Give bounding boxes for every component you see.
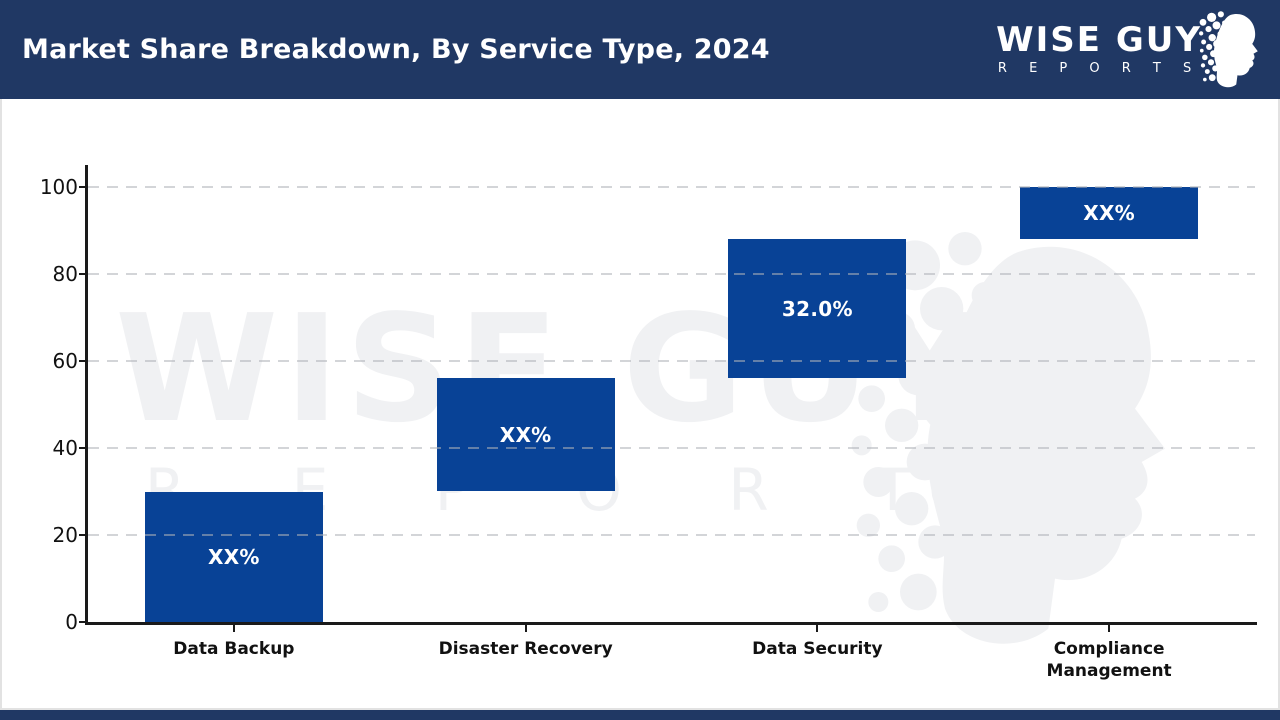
y-axis-tick-mark [79, 621, 86, 623]
y-axis-tick-mark [79, 360, 86, 362]
bar-disaster-recovery: XX% [436, 378, 615, 492]
y-gridline [88, 186, 1255, 188]
bar-compliance-management: XX% [1020, 187, 1199, 240]
header-bar: Market Share Breakdown, By Service Type,… [0, 0, 1280, 99]
y-axis-tick-mark [79, 273, 86, 275]
y-axis-tick-label: 100 [39, 175, 78, 199]
bar-value-label: XX% [499, 422, 552, 447]
x-axis-category-label: Disaster Recovery [438, 639, 613, 659]
bar-data-backup: XX% [144, 491, 323, 622]
card-border-right [1278, 99, 1280, 710]
bar-value-label: XX% [207, 544, 260, 569]
y-axis-tick-label: 0 [65, 610, 78, 634]
y-axis-tick-label: 40 [52, 436, 78, 460]
brand-head-icon [1199, 10, 1258, 87]
x-axis-category-label: Data Backup [173, 639, 295, 659]
y-axis-tick-mark [79, 186, 86, 188]
footer-bar [0, 710, 1280, 720]
y-axis-line [85, 165, 88, 625]
bar-value-label: XX% [1083, 201, 1136, 226]
bar-data-security: 32.0% [728, 239, 907, 379]
brand-subtitle-text: R E P O R T S [997, 60, 1201, 76]
x-axis-category-label: Compliance Management [1046, 639, 1172, 682]
y-axis-tick-label: 60 [52, 349, 78, 373]
bar-value-label: 32.0% [781, 296, 853, 321]
y-gridline [88, 447, 1255, 449]
brand-name-text: WISE GUY [996, 20, 1202, 61]
x-axis-category-label: Data Security [752, 639, 883, 659]
x-axis-tick-mark [524, 625, 527, 632]
x-axis-line [85, 622, 1257, 625]
y-gridline [88, 360, 1255, 362]
y-axis-tick-mark [79, 447, 86, 449]
y-gridline [88, 534, 1255, 536]
card-border-bottom [0, 708, 1280, 710]
brand-logo: WISE GUY R E P O R T S [996, 10, 1280, 90]
y-axis-tick-label: 20 [52, 523, 78, 547]
x-axis-tick-mark [1108, 625, 1111, 632]
y-axis-tick-label: 80 [52, 262, 78, 286]
y-gridline [88, 273, 1255, 275]
card-border-left [0, 99, 2, 710]
y-axis-tick-mark [79, 534, 86, 536]
plot-area: XX% Data Backup XX% Disaster Recovery 32.0% D… [0, 99, 1280, 710]
x-axis-tick-mark [816, 625, 819, 632]
chart-title: Market Share Breakdown, By Service Type,… [22, 34, 770, 65]
x-axis-tick-mark [232, 625, 235, 632]
brand-wordmark: WISE GUY R E P O R T S [996, 20, 1202, 76]
